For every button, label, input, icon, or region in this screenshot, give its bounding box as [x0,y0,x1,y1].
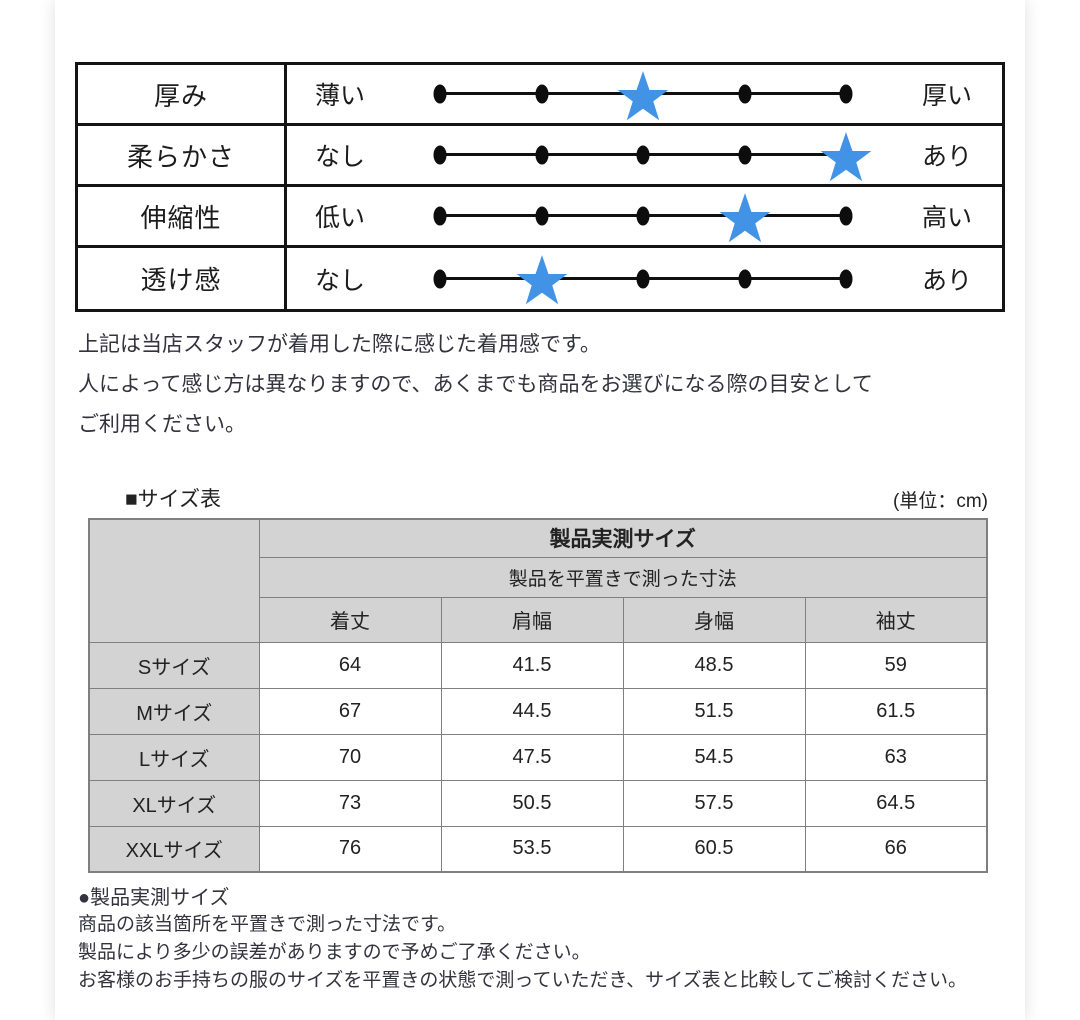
scale-dot-icon [839,206,853,226]
product-info-panel: 厚み 薄い 厚い 柔らかさ なし あり 伸縮性 低い [55,0,1025,1020]
scale-dot-icon [433,145,447,165]
table-row-size-xl: XLサイズ 73 50.5 57.5 64.5 [88,779,988,827]
scale-min-label: なし [315,266,366,295]
size-cell: 53.5 [440,825,624,873]
scale-dot-icon [738,84,751,104]
feel-row-sheerness: 透け感 なし あり [78,248,1002,309]
scale-max-label: 厚い [921,82,972,110]
scale-min-label: なし [315,143,366,171]
feel-scale-cell: 低い 高い [287,187,1002,245]
note-line: 商品の該当箇所を平置きで測った寸法です。 [78,914,457,935]
table-row-size-xxl: XXLサイズ 76 53.5 60.5 66 [88,825,988,873]
size-cell: 61.5 [804,687,988,735]
scale-max-label: 高い [921,204,972,232]
feel-scale-cell: なし あり [287,248,1002,309]
size-cell: 70 [258,733,442,781]
rating-scale [433,248,853,309]
feel-row-thickness: 厚み 薄い 厚い [78,65,1002,126]
rating-star-icon [617,70,669,121]
size-cell: 66 [804,825,988,873]
scale-dot-icon [636,145,650,165]
feel-table-notes: 上記は当店スタッフが着用した際に感じた着用感です。 人によって感じ方は異なります… [78,325,1025,445]
table-row-size-s: Sサイズ 64 41.5 48.5 59 [88,641,988,689]
note-line: ご利用ください。 [78,413,246,436]
feel-row-softness: 柔らかさ なし あり [78,126,1002,187]
feel-rating-table: 厚み 薄い 厚い 柔らかさ なし あり 伸縮性 低い [75,62,1005,312]
scale-max-label: あり [921,143,972,171]
size-chart-unit: (単位：cm) [893,491,988,512]
size-row-label: XXLサイズ [88,825,260,873]
size-cell: 47.5 [440,733,624,781]
size-row-label: XLサイズ [88,779,260,827]
scale-dot-icon [636,206,650,226]
size-cell: 76 [258,825,442,873]
size-cell: 73 [258,779,442,827]
note-line: 人によって感じ方は異なりますので、あくまでも商品をお選びになる際の目安として [78,373,873,396]
scale-dot-icon [738,269,751,288]
size-row-label: Mサイズ [88,687,260,735]
size-cell: 63 [804,733,988,781]
column-header-body-width: 身幅 [622,596,806,643]
size-cell: 64.5 [804,779,988,827]
feel-row-stretch: 伸縮性 低い 高い [78,187,1002,248]
note-line: 製品により多少の誤差がありますので予めご了承ください。 [78,942,591,963]
rating-star-icon [719,192,770,243]
scale-dot-icon [839,269,853,288]
column-header-shoulder-width: 肩幅 [440,596,624,643]
note-line: お客様のお手持ちの服のサイズを平置きの状態で測っていただき、サイズ表と比較してご… [78,970,968,991]
rating-scale [433,126,872,184]
feel-scale-cell: 薄い 厚い [287,65,1002,123]
measurement-notes: ●製品実測サイズ 商品の該当箇所を平置きで測った寸法です。 製品により多少の誤差… [78,885,1025,995]
scale-dot-icon [738,145,751,165]
feel-row-label: 伸縮性 [78,187,287,245]
scale-dot-icon [535,84,548,104]
scale-dot-icon [636,269,650,288]
scale-min-label: 薄い [315,82,366,110]
measurement-notes-heading: ●製品実測サイズ [78,887,230,909]
scale-dot-icon [839,84,853,104]
table-row-size-m: Mサイズ 67 44.5 51.5 61.5 [88,687,988,735]
size-table-corner-cell [88,518,260,643]
column-header-sleeve-length: 袖丈 [804,596,988,643]
size-chart-title: ■サイズ表 [125,488,222,511]
scale-dot-icon [433,206,447,226]
scale-dot-icon [535,145,548,165]
rating-scale [433,65,853,123]
size-cell: 48.5 [622,641,806,689]
size-table-header-sub: 製品を平置きで測った寸法 [258,556,988,598]
size-chart-table: 製品実測サイズ 製品を平置きで測った寸法 着丈 肩幅 身幅 袖丈 Sサイズ 64… [88,518,988,873]
table-row-size-l: Lサイズ 70 47.5 54.5 63 [88,733,988,781]
scale-max-label: あり [921,266,972,295]
size-cell: 60.5 [622,825,806,873]
scale-min-label: 低い [315,204,366,232]
size-cell: 67 [258,687,442,735]
size-cell: 41.5 [440,641,624,689]
rating-star-icon [516,255,567,305]
size-chart-title-row: ■サイズ表 (単位：cm) [88,483,988,513]
scale-dot-icon [535,206,548,226]
size-chart-section: ■サイズ表 (単位：cm) 製品実測サイズ 製品を平置きで測った寸法 着丈 肩幅… [55,483,1025,873]
feel-scale-cell: なし あり [287,126,1002,184]
feel-row-label: 透け感 [78,248,287,309]
size-cell: 59 [804,641,988,689]
size-cell: 51.5 [622,687,806,735]
size-cell: 64 [258,641,442,689]
note-line: 上記は当店スタッフが着用した際に感じた着用感です。 [78,333,601,356]
rating-star-icon [820,131,872,182]
size-cell: 44.5 [440,687,624,735]
size-table-header-main: 製品実測サイズ [258,518,988,558]
column-header-body-length: 着丈 [258,596,442,643]
size-cell: 57.5 [622,779,806,827]
size-row-label: Lサイズ [88,733,260,781]
scale-dot-icon [433,84,447,104]
scale-dot-icon [433,269,447,288]
size-cell: 54.5 [622,733,806,781]
feel-row-label: 柔らかさ [78,126,287,184]
size-cell: 50.5 [440,779,624,827]
feel-row-label: 厚み [78,65,287,123]
size-row-label: Sサイズ [88,641,260,689]
rating-scale [433,187,853,245]
